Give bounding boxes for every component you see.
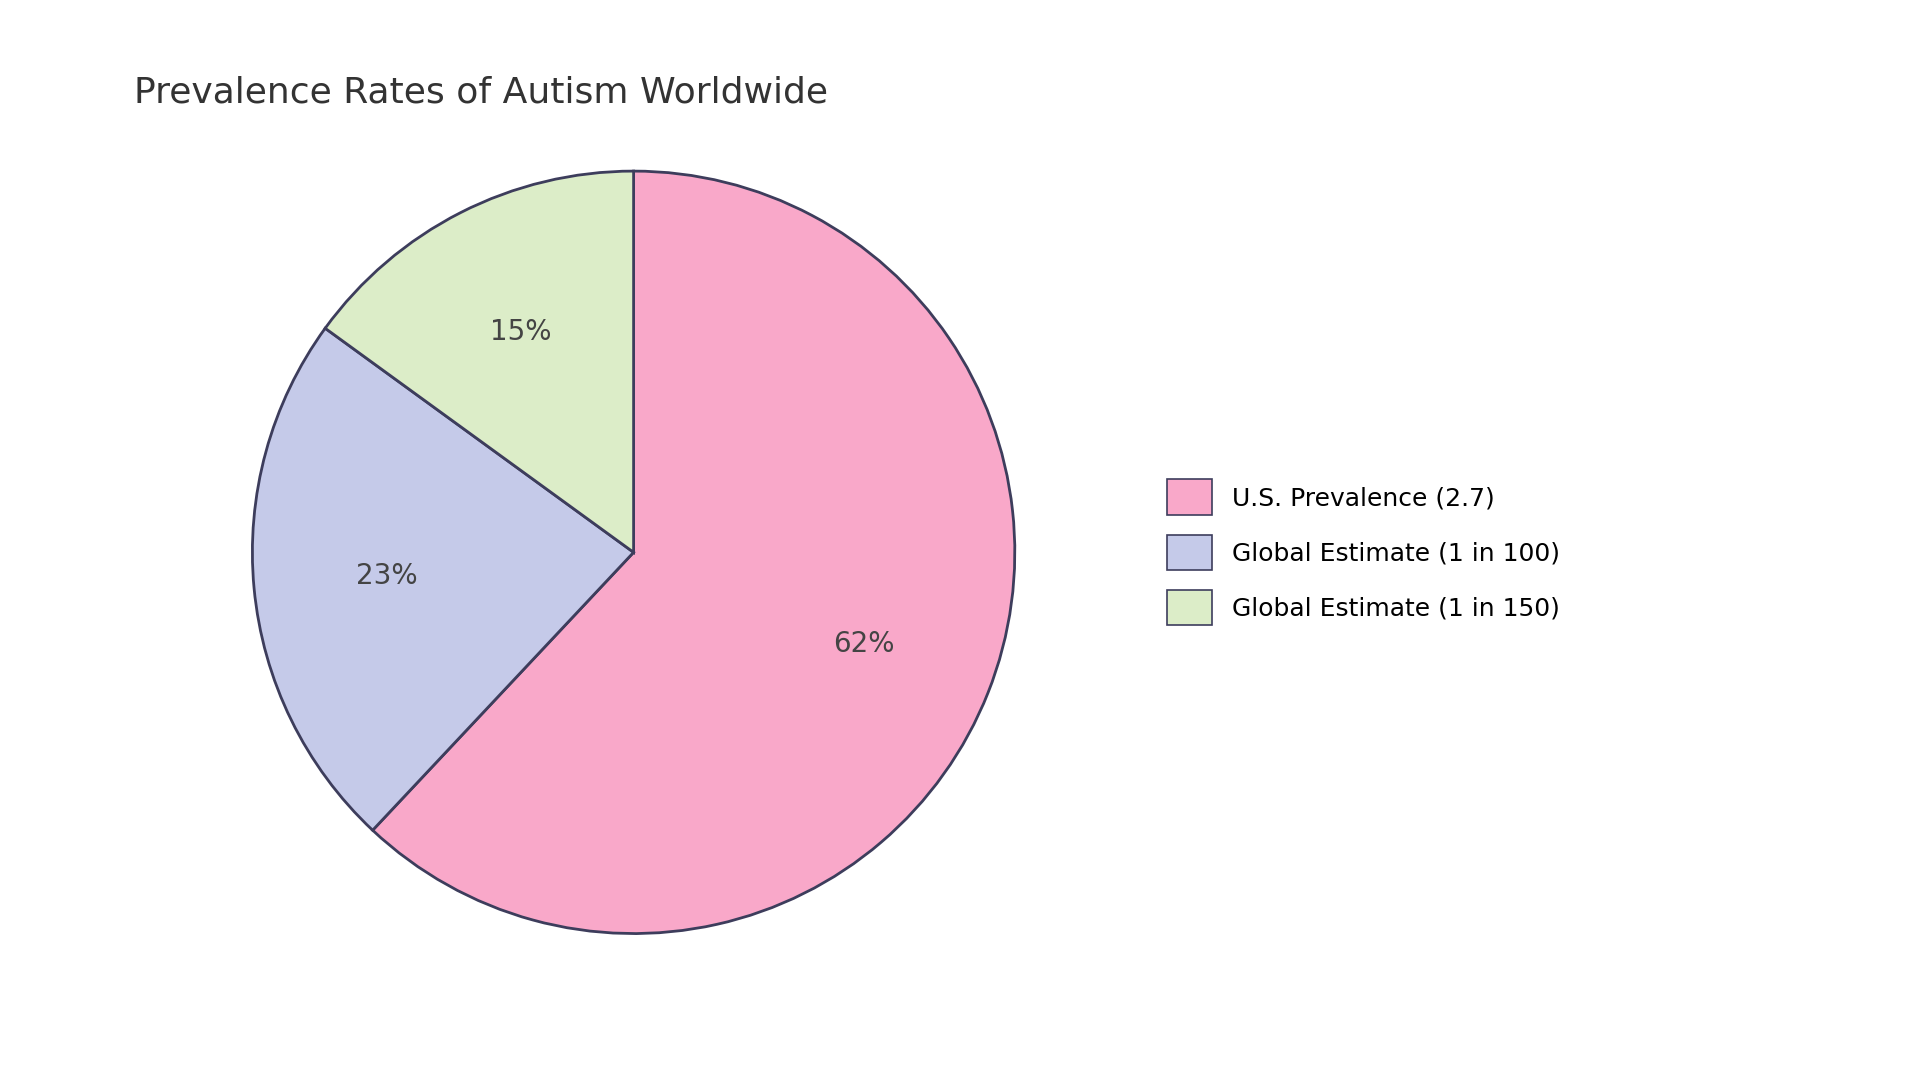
Text: 62%: 62% xyxy=(833,629,895,657)
Text: Prevalence Rates of Autism Worldwide: Prevalence Rates of Autism Worldwide xyxy=(134,76,828,109)
Text: 23%: 23% xyxy=(355,562,419,589)
Legend: U.S. Prevalence (2.7), Global Estimate (1 in 100), Global Estimate (1 in 150): U.S. Prevalence (2.7), Global Estimate (… xyxy=(1142,454,1584,651)
Wedge shape xyxy=(252,328,634,831)
Wedge shape xyxy=(324,171,634,552)
Wedge shape xyxy=(372,171,1016,934)
Text: 15%: 15% xyxy=(490,317,551,345)
